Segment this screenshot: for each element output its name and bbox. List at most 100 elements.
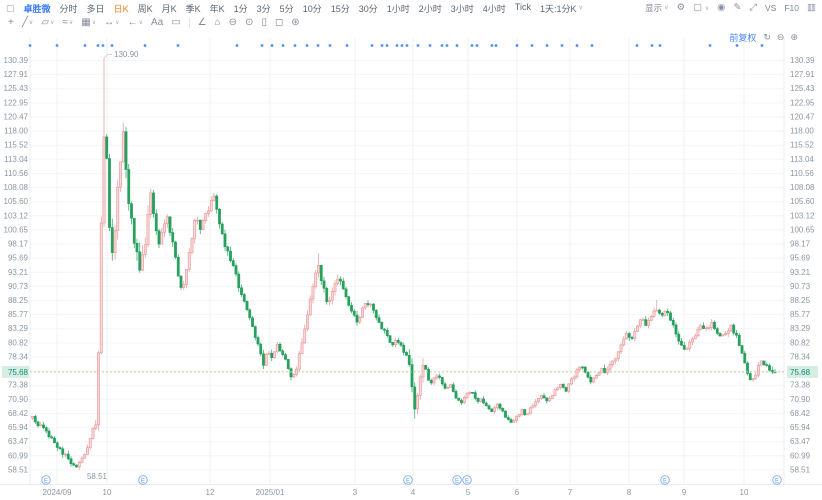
- svg-text:130.90: 130.90: [114, 50, 139, 59]
- line-tool[interactable]: ╱ ∨: [22, 18, 33, 28]
- svg-text:93.21: 93.21: [790, 268, 811, 277]
- last-price-badge-left: 75.68: [2, 365, 29, 378]
- svg-text:9: 9: [682, 488, 687, 497]
- angle-tool[interactable]: ∠: [198, 18, 207, 28]
- low-annotation: 58.51: [87, 472, 108, 481]
- timeframe-tab-分时[interactable]: 分时: [59, 3, 78, 14]
- channel-tool[interactable]: ▱ ∨: [41, 18, 54, 28]
- svg-text:125.43: 125.43: [790, 84, 815, 93]
- svg-text:73.38: 73.38: [8, 381, 29, 390]
- timeframe-tab-周K[interactable]: 周K: [137, 3, 153, 14]
- stock-name[interactable]: 卓胜微: [23, 3, 51, 14]
- svg-text:127.91: 127.91: [790, 70, 815, 79]
- display-dropdown[interactable]: 显示 ∨: [645, 3, 669, 13]
- svg-text:63.47: 63.47: [790, 437, 811, 446]
- timeframe-tab-1分[interactable]: 1分: [233, 3, 248, 14]
- svg-text:10: 10: [103, 488, 112, 497]
- svg-text:83.29: 83.29: [8, 324, 29, 333]
- line-tool-icon: ╱: [21, 17, 28, 28]
- svg-text:58.51: 58.51: [790, 465, 811, 474]
- sidebar-toggle-icon[interactable]: ▥: [807, 2, 816, 14]
- fullscreen-icon[interactable]: ⤢: [749, 2, 758, 14]
- remove-tool[interactable]: ⊖: [229, 18, 237, 28]
- timeframe-tab-5分[interactable]: 5分: [279, 3, 294, 14]
- settings-tool[interactable]: ⊛: [291, 18, 299, 28]
- interval-dropdown[interactable]: 1天:1分K ∨: [539, 3, 583, 14]
- svg-text:85.77: 85.77: [8, 310, 29, 319]
- svg-text:120.47: 120.47: [790, 113, 815, 122]
- timeframe-tab-3分[interactable]: 3分: [256, 3, 271, 14]
- svg-text:88.25: 88.25: [790, 296, 811, 305]
- svg-text:58.51: 58.51: [8, 465, 29, 474]
- chevron-down-icon: ∨: [704, 6, 710, 13]
- timeframe-tab-多日[interactable]: 多日: [86, 3, 105, 14]
- settings-icon[interactable]: ⚙: [676, 2, 686, 14]
- timeframe-tab-2小时[interactable]: 2小时: [418, 3, 442, 14]
- screenshot-icon[interactable]: ◉: [717, 2, 726, 14]
- timeframe-tab-15分[interactable]: 15分: [330, 3, 350, 14]
- svg-text:63.47: 63.47: [8, 437, 29, 446]
- svg-text:65.94: 65.94: [8, 423, 29, 432]
- f10-button[interactable]: F10: [784, 3, 800, 13]
- refresh-icon[interactable]: ↻: [763, 32, 771, 42]
- timeframe-tab-10分[interactable]: 10分: [302, 3, 322, 14]
- toolbar-right: 显示 ∨ ⚙ ▢ ∨ ◉ ✎ ⤢ VS F10 ▥: [645, 2, 816, 14]
- svg-text:78.34: 78.34: [790, 353, 811, 362]
- timeframe-tab-日K[interactable]: 日K: [113, 3, 129, 14]
- svg-text:83.29: 83.29: [790, 324, 811, 333]
- event-dots[interactable]: [28, 44, 764, 47]
- text-tool[interactable]: Aa: [151, 18, 163, 28]
- timeframe-tab-Tick[interactable]: Tick: [514, 1, 531, 12]
- edit-icon[interactable]: ✎: [733, 2, 742, 14]
- measure-tool[interactable]: ↔ ∨: [104, 18, 119, 28]
- svg-text:2024/09: 2024/09: [43, 488, 72, 497]
- timeframe-tab-1小时[interactable]: 1小时: [386, 3, 410, 14]
- chevron-down-icon: ∨: [664, 5, 669, 11]
- chevron-down-icon: ∨: [138, 20, 143, 26]
- shape-tool[interactable]: ▦ ∨: [81, 18, 96, 28]
- svg-text:85.77: 85.77: [790, 310, 811, 319]
- back-arrow-tool-icon: ←: [127, 17, 138, 28]
- adjustment-mode[interactable]: 前复权: [729, 33, 757, 43]
- svg-text:2025/01: 2025/01: [256, 488, 285, 497]
- candlestick-series: [31, 57, 777, 470]
- home-tool-icon: ⌂: [214, 17, 221, 28]
- svg-text:113.04: 113.04: [4, 155, 28, 164]
- home-tool[interactable]: ⌂: [215, 18, 221, 28]
- timeframe-tab-年K[interactable]: 年K: [209, 3, 225, 14]
- svg-text:6: 6: [515, 488, 520, 497]
- move-tool[interactable]: +: [8, 18, 14, 28]
- wave-tool[interactable]: ≈ ∨: [62, 18, 73, 28]
- svg-text:127.91: 127.91: [4, 70, 29, 79]
- svg-text:118.00: 118.00: [790, 127, 814, 136]
- chevron-down-icon: ∨: [115, 20, 120, 26]
- comment-tool-icon: ▭: [171, 17, 181, 28]
- timeframe-tab-季K[interactable]: 季K: [185, 3, 201, 14]
- timeframe-tab-3小时[interactable]: 3小时: [450, 3, 474, 14]
- zoom-in-icon[interactable]: ⊕: [790, 32, 798, 42]
- zoom-out-icon[interactable]: ⊖: [776, 32, 785, 42]
- top-toolbar: ▢ 卓胜微 分时 多日 日K 周K 月K 季K 年K 1分 3分 5分 10分 15分 30分 1小时 2小…: [0, 0, 822, 15]
- vs-button[interactable]: VS: [765, 3, 777, 13]
- svg-text:75.68: 75.68: [790, 368, 811, 377]
- angle-tool-icon: ∠: [197, 17, 207, 28]
- window-icon[interactable]: ▢: [6, 2, 15, 13]
- svg-text:115.52: 115.52: [790, 141, 814, 150]
- chevron-down-icon: ∨: [28, 20, 34, 26]
- remove-tool-icon: ⊖: [228, 17, 238, 28]
- timeframe-tab-月K[interactable]: 月K: [161, 3, 177, 14]
- timeframe-tab-30分[interactable]: 30分: [358, 3, 378, 14]
- svg-text:75.68: 75.68: [8, 368, 29, 377]
- delete-tool[interactable]: ▯: [261, 18, 267, 28]
- comment-tool[interactable]: ▭: [171, 18, 180, 28]
- svg-text:3: 3: [353, 488, 358, 497]
- shape-tool-icon: ▦: [81, 17, 91, 28]
- layout-icon[interactable]: ▢ ∨: [693, 2, 710, 14]
- compare-tool[interactable]: ◻: [275, 18, 283, 28]
- target-tool[interactable]: ⊙: [245, 18, 253, 28]
- timeframe-tab-4小时[interactable]: 4小时: [482, 3, 506, 14]
- back-arrow-tool[interactable]: ← ∨: [128, 18, 143, 28]
- svg-text:12: 12: [206, 488, 215, 497]
